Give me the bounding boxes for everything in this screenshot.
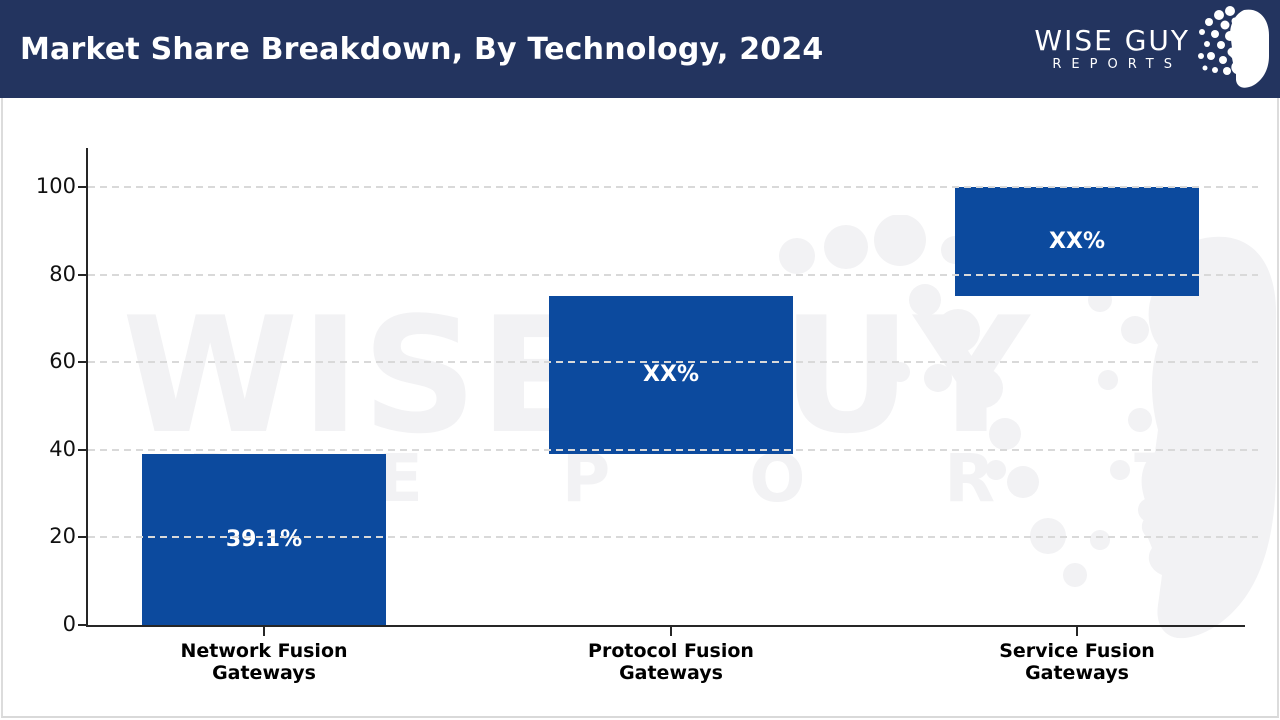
x-tick-2: [670, 627, 672, 636]
category-label-3: Service Fusion Gateways: [999, 640, 1155, 685]
category-label-2: Protocol Fusion Gateways: [588, 640, 754, 685]
wiseguy-logo: WISE GUY REPORTS: [1034, 0, 1272, 98]
gridline-100: [88, 186, 1258, 188]
gridline-40: [88, 448, 1258, 451]
header-bar: Market Share Breakdown, By Technology, 2…: [0, 0, 1280, 98]
y-tick-60: [78, 361, 86, 364]
y-tick-0: [78, 624, 86, 626]
wiseguy-face-icon: [1198, 6, 1270, 88]
y-tick-label-80: 80: [49, 261, 76, 286]
y-tick-20: [78, 536, 86, 539]
logo-wordmark: WISE GUY REPORTS: [1034, 24, 1190, 72]
logo-wiseguy-text: WISE GUY: [1034, 24, 1190, 57]
bar-2: XX%: [549, 295, 793, 454]
gridline-20: [88, 536, 1258, 539]
x-tick-3: [1076, 627, 1078, 636]
gridline-80: [88, 273, 1258, 276]
bar-1: 39.1%: [142, 453, 386, 625]
y-tick-40: [78, 448, 86, 451]
chart-title: Market Share Breakdown, By Technology, 2…: [20, 31, 824, 67]
x-axis-line: [86, 625, 1245, 627]
y-tick-label-0: 0: [62, 612, 76, 636]
y-tick-80: [78, 273, 86, 276]
y-tick-label-100: 100: [35, 174, 76, 198]
x-tick-1: [263, 627, 265, 636]
category-label-1: Network Fusion Gateways: [180, 640, 348, 685]
bar-3: XX%: [955, 187, 1199, 296]
y-axis-line: [86, 148, 88, 627]
gridline-60: [88, 361, 1258, 364]
y-tick-label-60: 60: [49, 349, 76, 374]
y-tick-label-20: 20: [49, 524, 76, 549]
y-tick-label-40: 40: [49, 436, 76, 461]
y-tick-100: [78, 186, 86, 188]
bar-value-label-2: XX%: [643, 362, 699, 388]
bar-value-label-3: XX%: [1049, 228, 1105, 254]
logo-reports-text: REPORTS: [1052, 57, 1182, 72]
bar-value-label-1: 39.1%: [225, 526, 303, 552]
